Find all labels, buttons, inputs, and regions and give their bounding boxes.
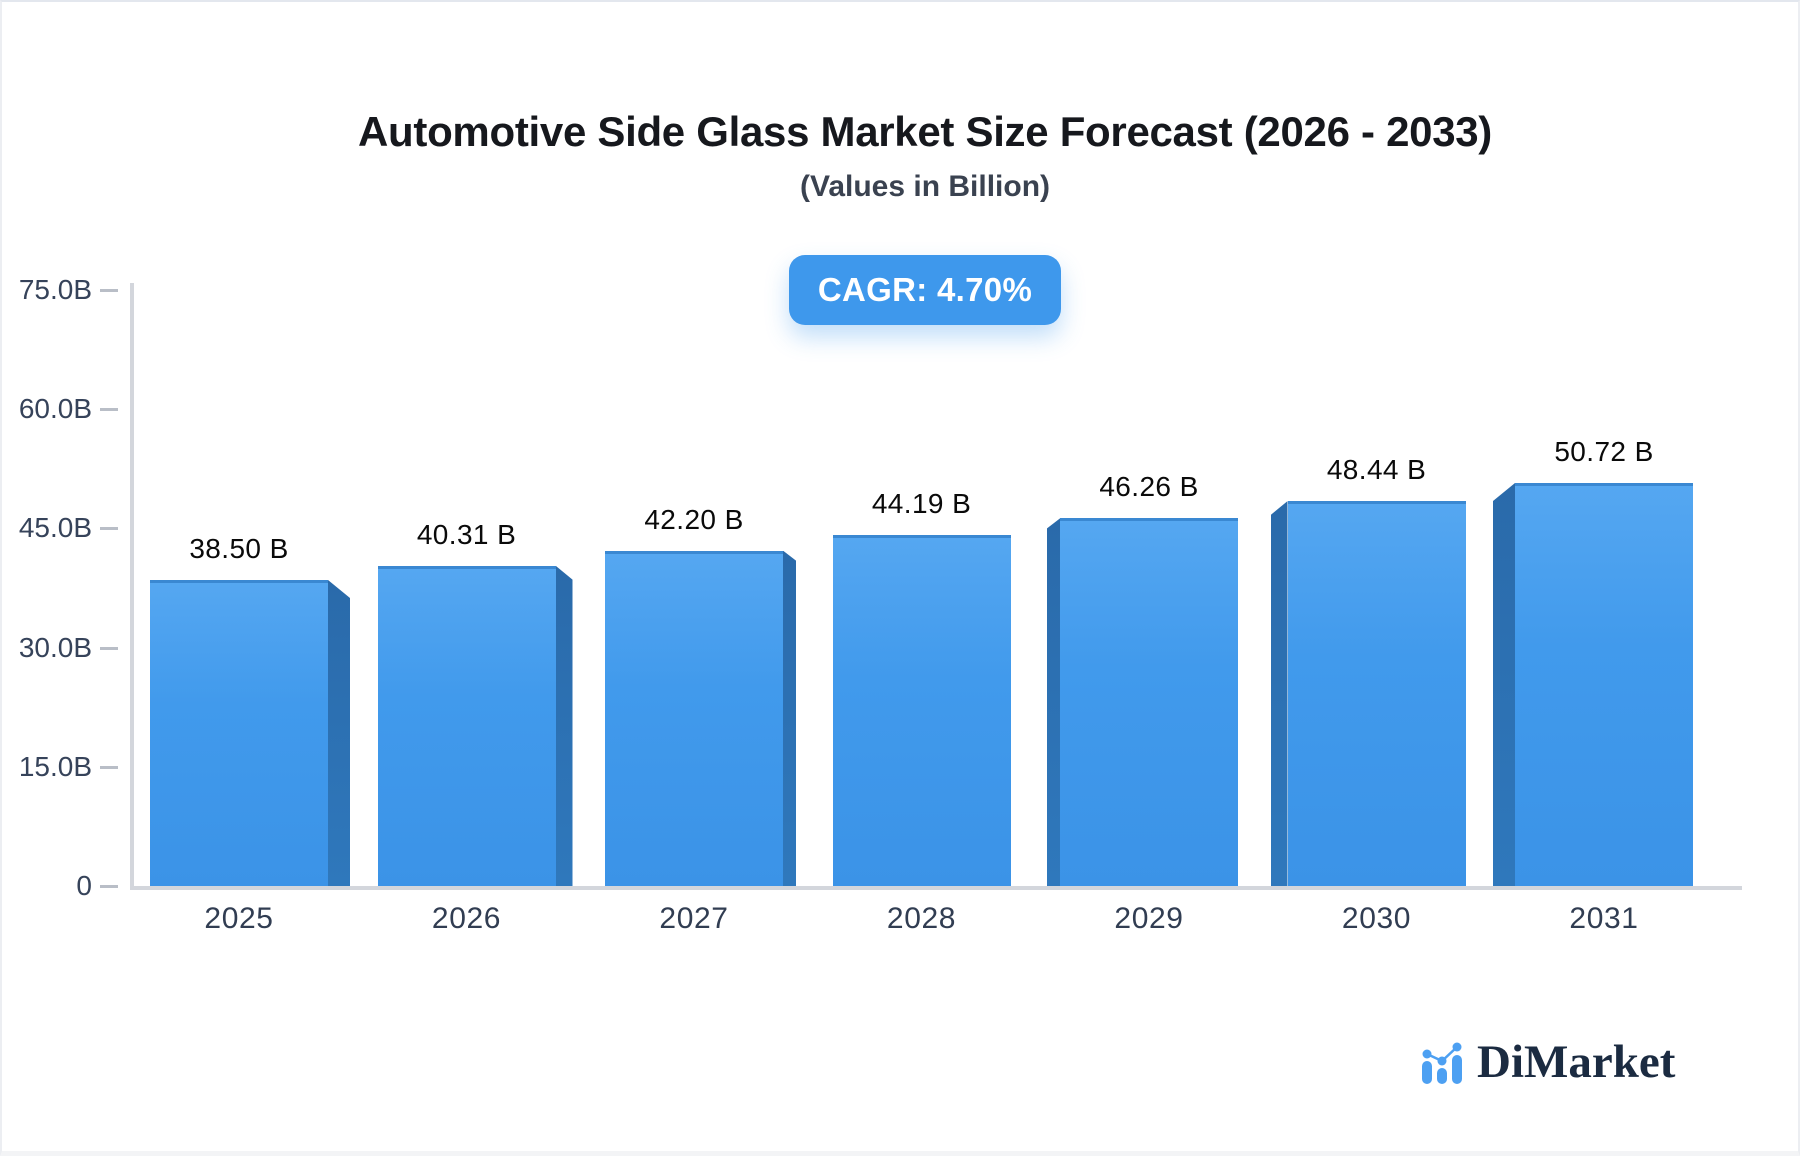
- x-tick-label: 2030: [1341, 902, 1412, 935]
- y-tick-mark: [100, 408, 118, 412]
- bar-side-face: [1270, 501, 1288, 886]
- y-tick-mark: [100, 765, 118, 769]
- bar-2028: [832, 534, 1011, 886]
- bar-front-face: [1515, 482, 1693, 886]
- dimarket-logo: DiMarket: [1420, 1032, 1675, 1092]
- bar-value-label: 50.72 B: [1554, 435, 1654, 467]
- bar-value-label: 44.19 B: [871, 487, 972, 519]
- logo-text: DiMarket: [1477, 1036, 1676, 1088]
- x-tick-label: 2026: [431, 902, 502, 935]
- x-tick-label: 2028: [886, 902, 957, 935]
- y-tick-mark: [100, 289, 118, 292]
- x-tick-label: 2025: [204, 902, 274, 935]
- y-tick-label: 15.0B: [18, 750, 92, 782]
- bar-value-label: 48.44 B: [1326, 454, 1427, 486]
- bar-front-face: [1060, 518, 1238, 886]
- bar-value-label: 40.31 B: [416, 518, 517, 550]
- cagr-badge: CAGR: 4.70%: [789, 255, 1061, 325]
- bar-front-face: [832, 534, 1011, 886]
- y-tick-label: 30.0B: [18, 631, 92, 663]
- x-tick-label: 2027: [659, 902, 729, 935]
- y-tick-label: 75.0B: [18, 274, 92, 305]
- bar-side-face: [783, 550, 796, 886]
- y-axis-line: [130, 283, 134, 890]
- bar-2029: [1047, 518, 1238, 886]
- y-tick-label: 0: [76, 870, 92, 901]
- y-tick-mark: [100, 646, 118, 650]
- bar-2025: [150, 580, 350, 886]
- x-tick-label: 2031: [1569, 902, 1639, 935]
- bar-front-face: [605, 550, 783, 886]
- x-axis-line: [130, 886, 1742, 890]
- bar-front-face: [150, 580, 328, 886]
- bar-front-face: [377, 565, 556, 886]
- bar-value-label: 38.50 B: [189, 533, 289, 565]
- y-tick-label: 60.0B: [18, 393, 92, 425]
- chart-subtitle: (Values in Billion): [799, 170, 1051, 203]
- bar-chart-icon: [1422, 1042, 1462, 1084]
- bar-2027: [605, 550, 796, 886]
- chart-title: Automotive Side Glass Market Size Foreca…: [358, 108, 1492, 155]
- y-tick-label: 45.0B: [18, 512, 92, 544]
- bar-2026: [377, 565, 573, 886]
- x-tick-label: 2029: [1114, 902, 1184, 935]
- bar-side-face: [328, 580, 350, 886]
- y-tick-mark: [100, 885, 118, 888]
- bar-side-face: [555, 565, 573, 886]
- bar-value-label: 46.26 B: [1099, 471, 1199, 503]
- bar-side-face: [1493, 482, 1515, 886]
- bar-value-label: 42.20 B: [644, 503, 744, 535]
- bar-front-face: [1287, 501, 1466, 886]
- bar-side-face: [1047, 518, 1060, 886]
- bar-2031: [1493, 482, 1693, 886]
- y-tick-mark: [100, 527, 118, 531]
- bar-2030: [1270, 501, 1466, 886]
